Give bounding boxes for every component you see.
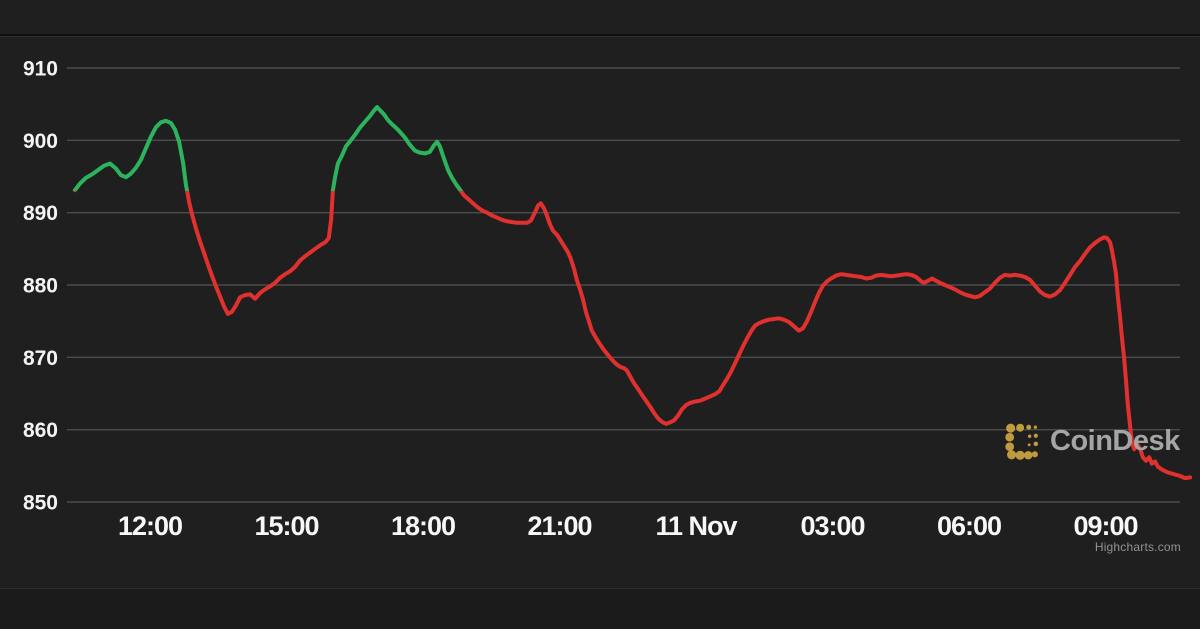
x-axis-label: 09:00 [1073, 511, 1137, 541]
x-axis-label: 12:00 [118, 511, 182, 541]
header-divider [0, 34, 1200, 37]
x-axis-labels: 12:00 15:00 18:00 21:00 11 Nov 03:00 06:00 09:0… [118, 511, 1139, 541]
y-axis-label: 850 [23, 492, 58, 515]
x-axis-label: 06:00 [937, 511, 1001, 541]
price-line-above-threshold [72, 105, 464, 191]
y-axis-label: 900 [23, 130, 58, 153]
price-line-below-threshold [73, 190, 1193, 481]
y-axis-label: 890 [23, 202, 58, 225]
highcharts-credit[interactable]: Highcharts.com [1094, 540, 1181, 554]
y-axis-label: 860 [23, 419, 58, 442]
y-gridlines [67, 67, 1180, 503]
x-axis-label: 21:00 [527, 511, 591, 541]
x-axis-label: 11 Nov [655, 511, 737, 541]
y-axis-label: 870 [23, 347, 58, 370]
footer-band [0, 588, 1200, 629]
x-axis-label: 03:00 [800, 511, 864, 541]
y-axis-label: 880 [23, 275, 58, 298]
y-axis-label: 910 [23, 58, 58, 81]
x-axis-label: 15:00 [254, 511, 318, 541]
y-axis-labels: 910 900 890 880 870 860 850 [23, 58, 58, 515]
x-axis-label: 18:00 [391, 511, 455, 541]
